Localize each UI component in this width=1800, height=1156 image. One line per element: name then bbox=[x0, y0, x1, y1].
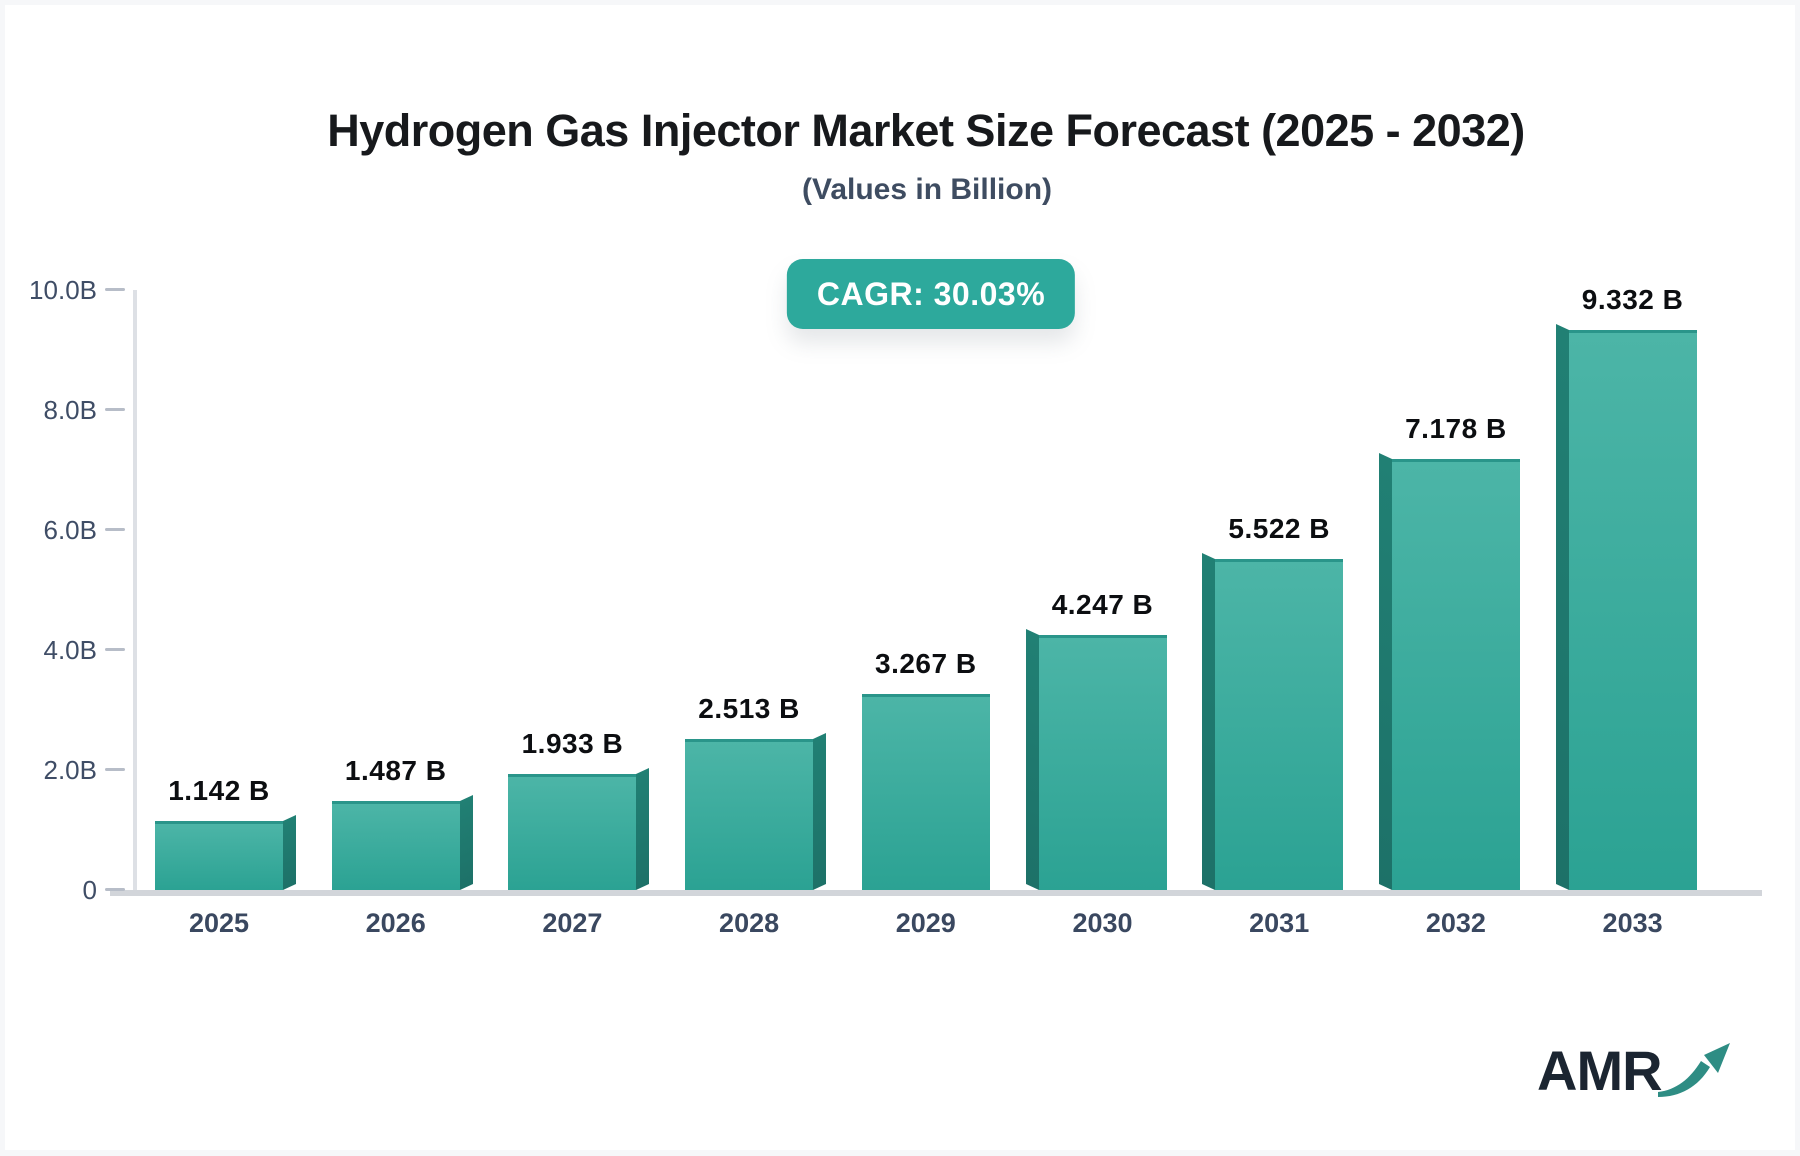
bar-face bbox=[861, 693, 990, 890]
y-tick-mark bbox=[105, 288, 125, 291]
bar-value-label: 2.513 B bbox=[698, 693, 800, 725]
bar-2027 bbox=[508, 767, 650, 890]
cagr-badge: CAGR: 30.03% bbox=[786, 259, 1076, 329]
y-tick-label: 0 bbox=[82, 875, 97, 905]
bar-side-face bbox=[1025, 629, 1039, 890]
bar-value-label: 3.267 B bbox=[875, 647, 977, 679]
bar-face bbox=[155, 821, 283, 890]
x-axis-label-2025: 2025 bbox=[188, 908, 250, 938]
bar-side-face bbox=[459, 794, 473, 890]
y-tick-label: 4.0B bbox=[43, 635, 98, 665]
bar-value-label: 5.522 B bbox=[1228, 512, 1330, 544]
bar-value-label: 1.487 B bbox=[344, 754, 447, 786]
bar-2031 bbox=[1202, 552, 1344, 890]
bar-value-label: 1.933 B bbox=[521, 728, 624, 760]
bar-2026 bbox=[331, 794, 473, 890]
bar-side-face bbox=[1378, 453, 1392, 890]
bar-value-label: 1.142 B bbox=[168, 775, 270, 807]
chart-card: Hydrogen Gas Injector Market Size Foreca… bbox=[5, 5, 1795, 1150]
bar-face bbox=[331, 800, 460, 890]
y-tick-mark bbox=[105, 528, 125, 531]
bar-side-face bbox=[636, 767, 650, 890]
bar-face bbox=[508, 774, 637, 890]
y-axis-line bbox=[133, 290, 137, 890]
bar-2025 bbox=[155, 815, 296, 890]
chart-title: Hydrogen Gas Injector Market Size Foreca… bbox=[327, 105, 1525, 156]
bar-2028 bbox=[685, 733, 827, 890]
bar-2030 bbox=[1025, 629, 1167, 890]
bar-side-face bbox=[1202, 552, 1216, 890]
bar-2029 bbox=[861, 693, 990, 890]
bar-face bbox=[685, 739, 814, 890]
chart-subtitle: (Values in Billion) bbox=[801, 173, 1053, 206]
x-axis-label-2029: 2029 bbox=[895, 908, 956, 938]
bar-side-face bbox=[283, 815, 296, 890]
x-axis-baseline bbox=[110, 890, 1762, 896]
bar-value-label: 9.332 B bbox=[1581, 284, 1684, 316]
y-tick-label: 10.0B bbox=[29, 275, 97, 305]
bar-face bbox=[1215, 558, 1344, 890]
bar-value-label: 4.247 B bbox=[1051, 589, 1154, 621]
y-tick-label: 2.0B bbox=[43, 755, 98, 785]
amr-logo: AMR bbox=[1537, 1043, 1734, 1103]
bar-value-label: 7.178 B bbox=[1405, 413, 1507, 445]
amr-logo-text: AMR bbox=[1537, 1039, 1663, 1102]
bar-face bbox=[1568, 330, 1697, 890]
bar-face bbox=[1391, 459, 1520, 890]
x-axis-label-2033: 2033 bbox=[1602, 908, 1663, 938]
bar-face bbox=[1038, 635, 1167, 890]
x-axis-label-2030: 2030 bbox=[1072, 908, 1133, 938]
bar-2032 bbox=[1378, 453, 1520, 890]
x-axis-label-2032: 2032 bbox=[1425, 908, 1486, 938]
bar-side-face bbox=[813, 733, 827, 890]
y-tick-label: 8.0B bbox=[43, 395, 98, 425]
y-tick-mark bbox=[105, 648, 125, 651]
growth-arrow-icon bbox=[1657, 1043, 1730, 1097]
x-axis-label-2031: 2031 bbox=[1249, 908, 1310, 938]
y-tick-mark bbox=[105, 768, 125, 771]
y-tick-label: 6.0B bbox=[43, 515, 98, 545]
x-axis-label-2026: 2026 bbox=[365, 908, 426, 938]
bar-2033 bbox=[1555, 324, 1697, 890]
y-tick-mark bbox=[105, 408, 125, 411]
bar-side-face bbox=[1555, 324, 1569, 890]
bar-chart-plot: 0 2.0B 4.0B 6.0B 8.0B 10.0B 1.142 B 2025 1.487 … bbox=[5, 5, 1795, 1150]
x-axis-label-2027: 2027 bbox=[542, 908, 603, 938]
y-tick-mark bbox=[105, 888, 125, 891]
x-axis-label-2028: 2028 bbox=[719, 908, 780, 938]
